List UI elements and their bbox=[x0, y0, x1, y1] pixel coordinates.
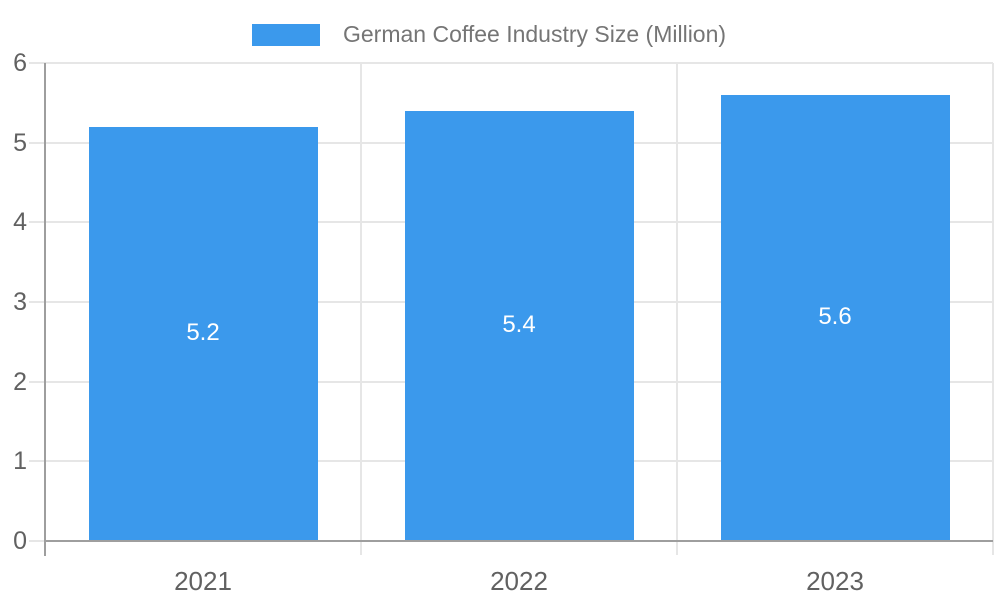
legend-label: German Coffee Industry Size (Million) bbox=[343, 21, 727, 47]
bar-value-label: 5.4 bbox=[502, 310, 536, 338]
y-tick-mark bbox=[29, 301, 45, 303]
gridline-horizontal bbox=[45, 62, 993, 64]
y-axis-tick-label: 3 bbox=[13, 288, 27, 316]
y-axis-tick-label: 2 bbox=[13, 367, 27, 396]
y-tick-mark bbox=[29, 380, 45, 383]
y-tick-mark bbox=[29, 221, 45, 224]
y-axis-tick-label: 4 bbox=[13, 208, 27, 237]
y-tick-mark bbox=[29, 141, 45, 144]
bar bbox=[404, 110, 634, 541]
x-axis-tick-label: 2021 bbox=[174, 566, 232, 596]
y-tick-mark bbox=[29, 460, 45, 463]
bar bbox=[88, 126, 318, 541]
y-tick-mark bbox=[29, 540, 45, 542]
y-axis-line bbox=[44, 63, 46, 556]
y-axis-tick-label: 0 bbox=[13, 527, 27, 555]
x-axis-line bbox=[44, 540, 993, 542]
y-axis-tick-label: 5 bbox=[13, 128, 27, 157]
y-axis-tick-label: 6 bbox=[13, 49, 27, 77]
bar bbox=[720, 94, 950, 541]
category-separator bbox=[676, 63, 678, 555]
category-separator bbox=[992, 63, 994, 555]
legend-swatch bbox=[252, 23, 320, 46]
x-axis-tick-label: 2023 bbox=[806, 566, 864, 596]
y-axis-tick-label: 1 bbox=[13, 447, 27, 476]
chart-legend: German Coffee Industry Size (Million) bbox=[252, 21, 726, 48]
x-axis-tick-label: 2022 bbox=[490, 566, 548, 596]
bar-value-label: 5.2 bbox=[186, 318, 220, 346]
bar-value-label: 5.6 bbox=[818, 302, 852, 330]
category-separator bbox=[360, 63, 362, 555]
y-tick-mark bbox=[29, 62, 45, 64]
